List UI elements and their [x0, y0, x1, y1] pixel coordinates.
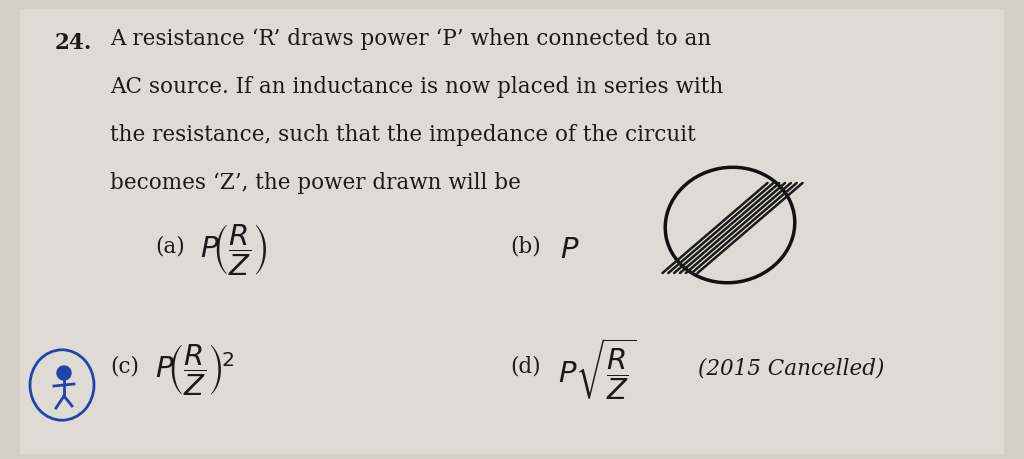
Text: A resistance ‘R’ draws power ‘P’ when connected to an: A resistance ‘R’ draws power ‘P’ when co… — [110, 28, 712, 50]
Text: $P\!\left(\dfrac{R}{Z}\right)^{\!2}$: $P\!\left(\dfrac{R}{Z}\right)^{\!2}$ — [155, 342, 234, 397]
Text: the resistance, such that the impedance of the circuit: the resistance, such that the impedance … — [110, 124, 695, 146]
Text: (d): (d) — [510, 355, 541, 377]
Text: $P$: $P$ — [560, 236, 580, 264]
Text: (2015 Cancelled): (2015 Cancelled) — [698, 357, 885, 379]
Text: (a): (a) — [155, 235, 184, 257]
Text: (b): (b) — [510, 235, 541, 257]
Text: AC source. If an inductance is now placed in series with: AC source. If an inductance is now place… — [110, 76, 723, 98]
Text: (c): (c) — [110, 355, 139, 377]
Text: $P\!\left(\dfrac{R}{Z}\right)$: $P\!\left(\dfrac{R}{Z}\right)$ — [200, 223, 267, 278]
Text: 24.: 24. — [55, 32, 92, 54]
Circle shape — [57, 366, 71, 380]
Text: $P\sqrt{\dfrac{R}{Z}}$: $P\sqrt{\dfrac{R}{Z}}$ — [558, 337, 636, 403]
Text: becomes ‘Z’, the power drawn will be: becomes ‘Z’, the power drawn will be — [110, 172, 521, 194]
